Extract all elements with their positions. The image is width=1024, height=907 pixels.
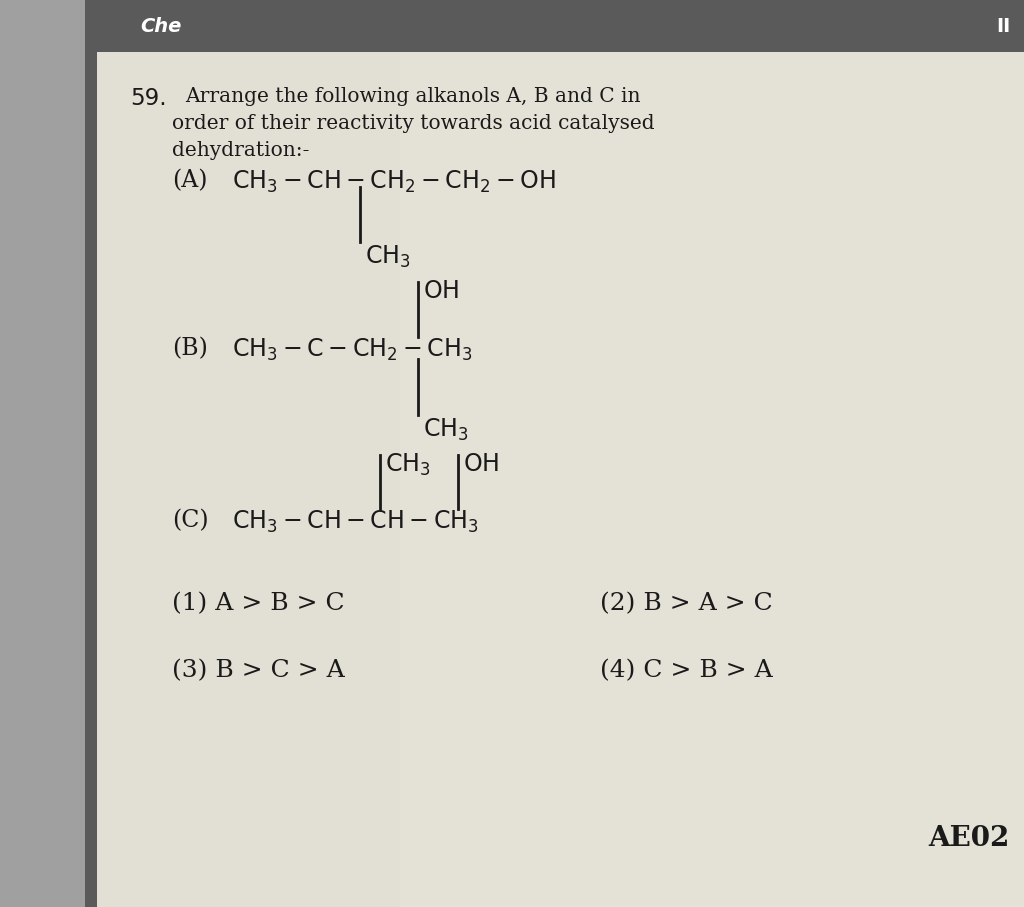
- Text: 59.: 59.: [130, 87, 167, 110]
- Text: $\mathregular{CH_3-CH-CH-CH_3}$: $\mathregular{CH_3-CH-CH-CH_3}$: [232, 509, 479, 535]
- Text: Arrange the following alkanols A, B and C in: Arrange the following alkanols A, B and …: [185, 87, 640, 106]
- Text: (3) B > C > A: (3) B > C > A: [172, 659, 345, 682]
- Text: $\mathregular{CH_3}$: $\mathregular{CH_3}$: [365, 244, 411, 270]
- FancyBboxPatch shape: [0, 0, 90, 907]
- Text: (4) C > B > A: (4) C > B > A: [600, 659, 773, 682]
- Text: $\mathregular{CH_3}$: $\mathregular{CH_3}$: [423, 417, 469, 444]
- Text: (B): (B): [172, 337, 208, 360]
- FancyBboxPatch shape: [85, 0, 97, 907]
- Text: AE02: AE02: [929, 825, 1010, 852]
- Text: Che: Che: [140, 16, 181, 35]
- Text: (C): (C): [172, 509, 209, 532]
- Text: order of their reactivity towards acid catalysed: order of their reactivity towards acid c…: [172, 114, 654, 133]
- FancyBboxPatch shape: [97, 0, 1024, 52]
- FancyBboxPatch shape: [400, 0, 1024, 907]
- Text: $\mathregular{OH}$: $\mathregular{OH}$: [463, 452, 499, 476]
- Text: (2) B > A > C: (2) B > A > C: [600, 592, 773, 615]
- Text: (1) A > B > C: (1) A > B > C: [172, 592, 345, 615]
- Text: dehydration:-: dehydration:-: [172, 141, 309, 160]
- FancyBboxPatch shape: [97, 0, 1024, 907]
- Text: $\mathregular{CH_3-CH-CH_2-CH_2-OH}$: $\mathregular{CH_3-CH-CH_2-CH_2-OH}$: [232, 169, 556, 195]
- Text: $\mathregular{CH_3}$: $\mathregular{CH_3}$: [385, 452, 431, 478]
- Text: $\mathregular{CH_3-C-CH_2-CH_3}$: $\mathregular{CH_3-C-CH_2-CH_3}$: [232, 337, 473, 363]
- Text: $\mathregular{OH}$: $\mathregular{OH}$: [423, 279, 459, 303]
- Text: (A): (A): [172, 169, 208, 192]
- Text: II: II: [995, 16, 1010, 35]
